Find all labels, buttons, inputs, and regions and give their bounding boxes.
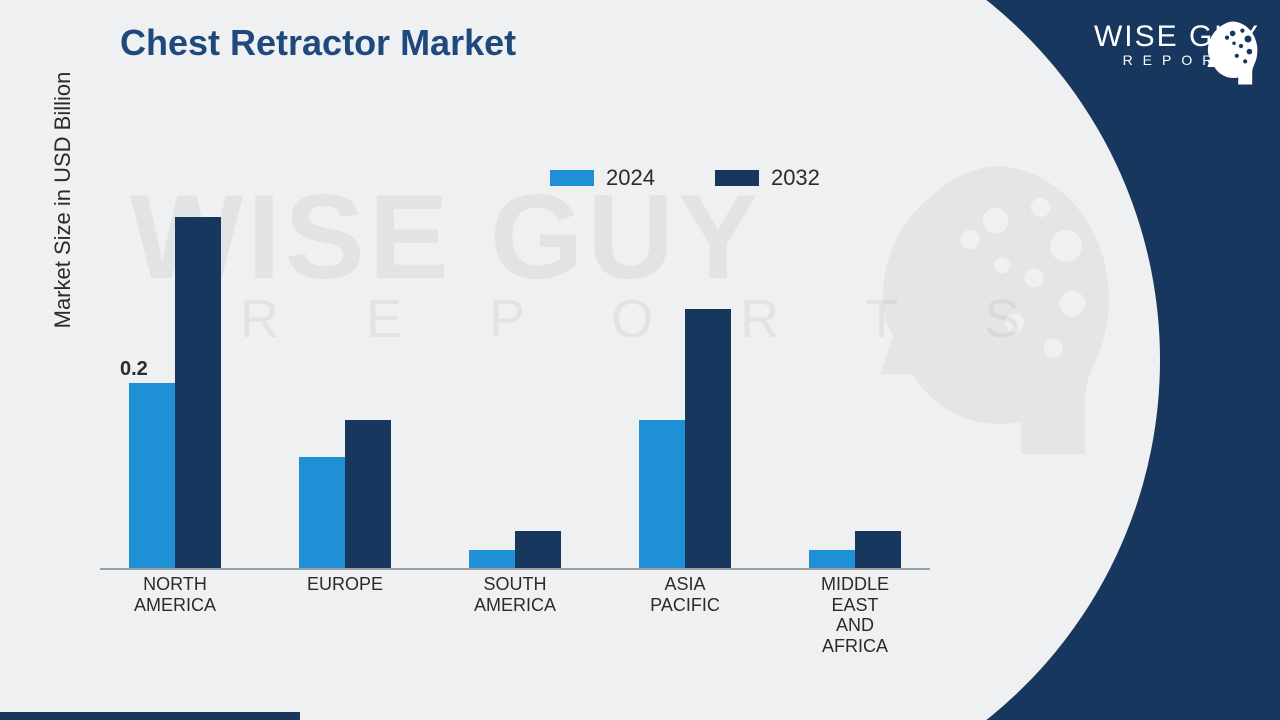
x-axis-category-label: MIDDLEEASTANDAFRICA — [780, 574, 930, 657]
bar-series-b — [515, 531, 561, 568]
bar-series-b — [685, 309, 731, 568]
legend-item-2024: 2024 — [550, 165, 655, 191]
bar-series-a — [809, 550, 855, 569]
legend-swatch-a — [550, 170, 594, 186]
bar-series-a — [639, 420, 685, 568]
bar-series-a — [129, 383, 175, 568]
brain-head-icon — [1192, 18, 1262, 88]
plot-area: 0.2 — [100, 200, 930, 570]
y-axis-label: Market Size in USD Billion — [50, 20, 76, 380]
legend-label-a: 2024 — [606, 165, 655, 191]
x-axis-labels: NORTHAMERICA EUROPE SOUTHAMERICA ASIAPACIFI… — [100, 574, 930, 694]
x-axis-category-label: EUROPE — [270, 574, 420, 595]
bar-series-b — [175, 217, 221, 569]
bar-series-a — [299, 457, 345, 568]
bar-series-b — [345, 420, 391, 568]
chart-title: Chest Retractor Market — [120, 22, 516, 64]
legend-item-2032: 2032 — [715, 165, 820, 191]
stage: Chest Retractor Market WISE GUY REPORTS … — [0, 0, 1280, 720]
x-axis-category-label: SOUTHAMERICA — [440, 574, 590, 615]
bottom-accent-bar — [0, 712, 300, 720]
bar-series-a — [469, 550, 515, 569]
bar-series-b — [855, 531, 901, 568]
x-axis-category-label: NORTHAMERICA — [100, 574, 250, 615]
legend: 2024 2032 — [550, 165, 820, 191]
legend-label-b: 2032 — [771, 165, 820, 191]
bar-value-label: 0.2 — [120, 358, 148, 381]
x-axis-category-label: ASIAPACIFIC — [610, 574, 760, 615]
legend-swatch-b — [715, 170, 759, 186]
x-axis-baseline — [100, 568, 930, 570]
